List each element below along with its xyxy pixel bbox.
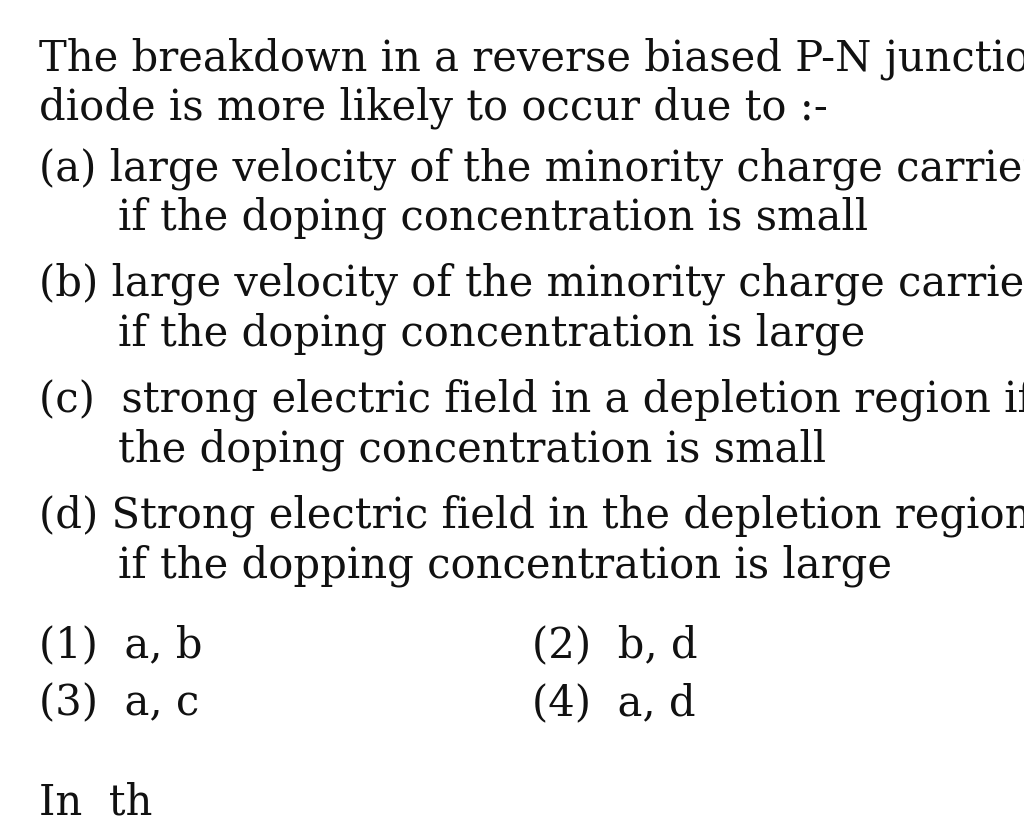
Text: (a) large velocity of the minority charge carriers: (a) large velocity of the minority charg… [39,147,1024,189]
Text: if the doping concentration is small: if the doping concentration is small [118,197,868,239]
Text: (2)  b, d: (2) b, d [532,624,698,667]
Text: if the doping concentration is large: if the doping concentration is large [118,313,865,355]
Text: if the dopping concentration is large: if the dopping concentration is large [118,544,892,586]
Text: (3)  a, c: (3) a, c [39,682,199,724]
Text: (4)  a, d: (4) a, d [532,682,696,724]
Text: The breakdown in a reverse biased P-N junction: The breakdown in a reverse biased P-N ju… [39,37,1024,79]
Text: diode is more likely to occur due to :-: diode is more likely to occur due to :- [39,87,827,129]
Text: the doping concentration is small: the doping concentration is small [118,428,826,471]
Text: (b) large velocity of the minority charge carriers: (b) large velocity of the minority charg… [39,263,1024,305]
Text: (1)  a, b: (1) a, b [39,624,203,667]
Text: In  th: In th [39,782,153,824]
Text: (d) Strong electric field in the depletion region: (d) Strong electric field in the depleti… [39,495,1024,537]
Text: (c)  strong electric field in a depletion region if: (c) strong electric field in a depletion… [39,379,1024,421]
